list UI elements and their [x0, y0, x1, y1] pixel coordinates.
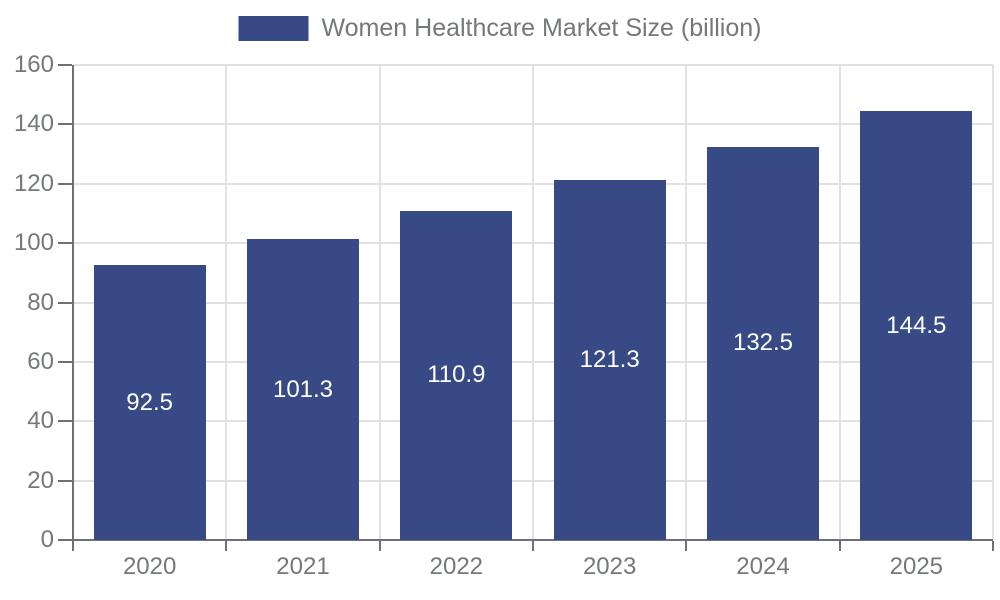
- x-tick-mark: [532, 541, 534, 551]
- x-tick-label: 2020: [122, 553, 177, 580]
- bar[interactable]: [553, 179, 666, 540]
- y-tick-mark: [58, 360, 72, 363]
- y-tick-label: 100: [13, 229, 54, 257]
- bar[interactable]: [707, 146, 819, 540]
- bar-value-label: 101.3: [272, 375, 334, 403]
- x-tick-label: 2025: [889, 553, 944, 580]
- bar[interactable]: [93, 265, 206, 540]
- bar-value-label: 144.5: [886, 311, 947, 339]
- y-tick-label: 120: [13, 169, 54, 197]
- v-gridline: [992, 65, 994, 540]
- y-tick-label: 160: [13, 51, 54, 78]
- x-tick-mark: [378, 541, 381, 551]
- y-tick-label: 0: [40, 526, 54, 553]
- x-tick-mark: [225, 541, 228, 551]
- y-tick-mark: [58, 539, 72, 541]
- y-tick-mark: [58, 64, 72, 66]
- y-tick-label: 20: [27, 466, 54, 494]
- x-tick-label: 2024: [736, 553, 790, 580]
- bar-value-label: 110.9: [427, 361, 486, 389]
- y-tick-mark: [58, 301, 72, 304]
- x-tick-label: 2022: [429, 553, 484, 580]
- y-tick-mark: [58, 123, 72, 126]
- y-axis-line: [72, 65, 74, 551]
- v-gridline: [378, 65, 381, 540]
- v-gridline: [532, 65, 534, 540]
- y-tick-mark: [58, 242, 72, 245]
- y-tick-label: 40: [27, 407, 54, 435]
- x-tick-mark: [992, 541, 994, 551]
- bar[interactable]: [400, 210, 513, 540]
- bar-value-label: 92.5: [126, 388, 174, 416]
- y-tick-mark: [58, 479, 72, 482]
- x-tick-mark: [838, 541, 841, 551]
- legend-label: Women Healthcare Market Size (billion): [321, 14, 762, 42]
- bar[interactable]: [247, 239, 359, 540]
- v-gridline: [685, 65, 688, 540]
- y-tick-label: 140: [13, 110, 54, 138]
- v-gridline: [225, 65, 228, 540]
- y-tick-mark: [58, 420, 72, 423]
- v-gridline: [838, 65, 841, 540]
- y-tick-label: 60: [27, 347, 54, 375]
- bar-value-label: 121.3: [579, 345, 640, 373]
- x-tick-label: 2021: [276, 553, 330, 580]
- y-tick-label: 80: [27, 288, 54, 316]
- x-axis-line: [72, 539, 993, 541]
- bar[interactable]: [860, 111, 973, 540]
- legend-swatch: [238, 16, 309, 41]
- x-tick-label: 2023: [582, 553, 637, 580]
- x-tick-mark: [685, 541, 688, 551]
- legend[interactable]: Women Healthcare Market Size (billion): [238, 14, 762, 43]
- y-tick-mark: [58, 182, 72, 185]
- bar-value-label: 132.5: [732, 329, 794, 357]
